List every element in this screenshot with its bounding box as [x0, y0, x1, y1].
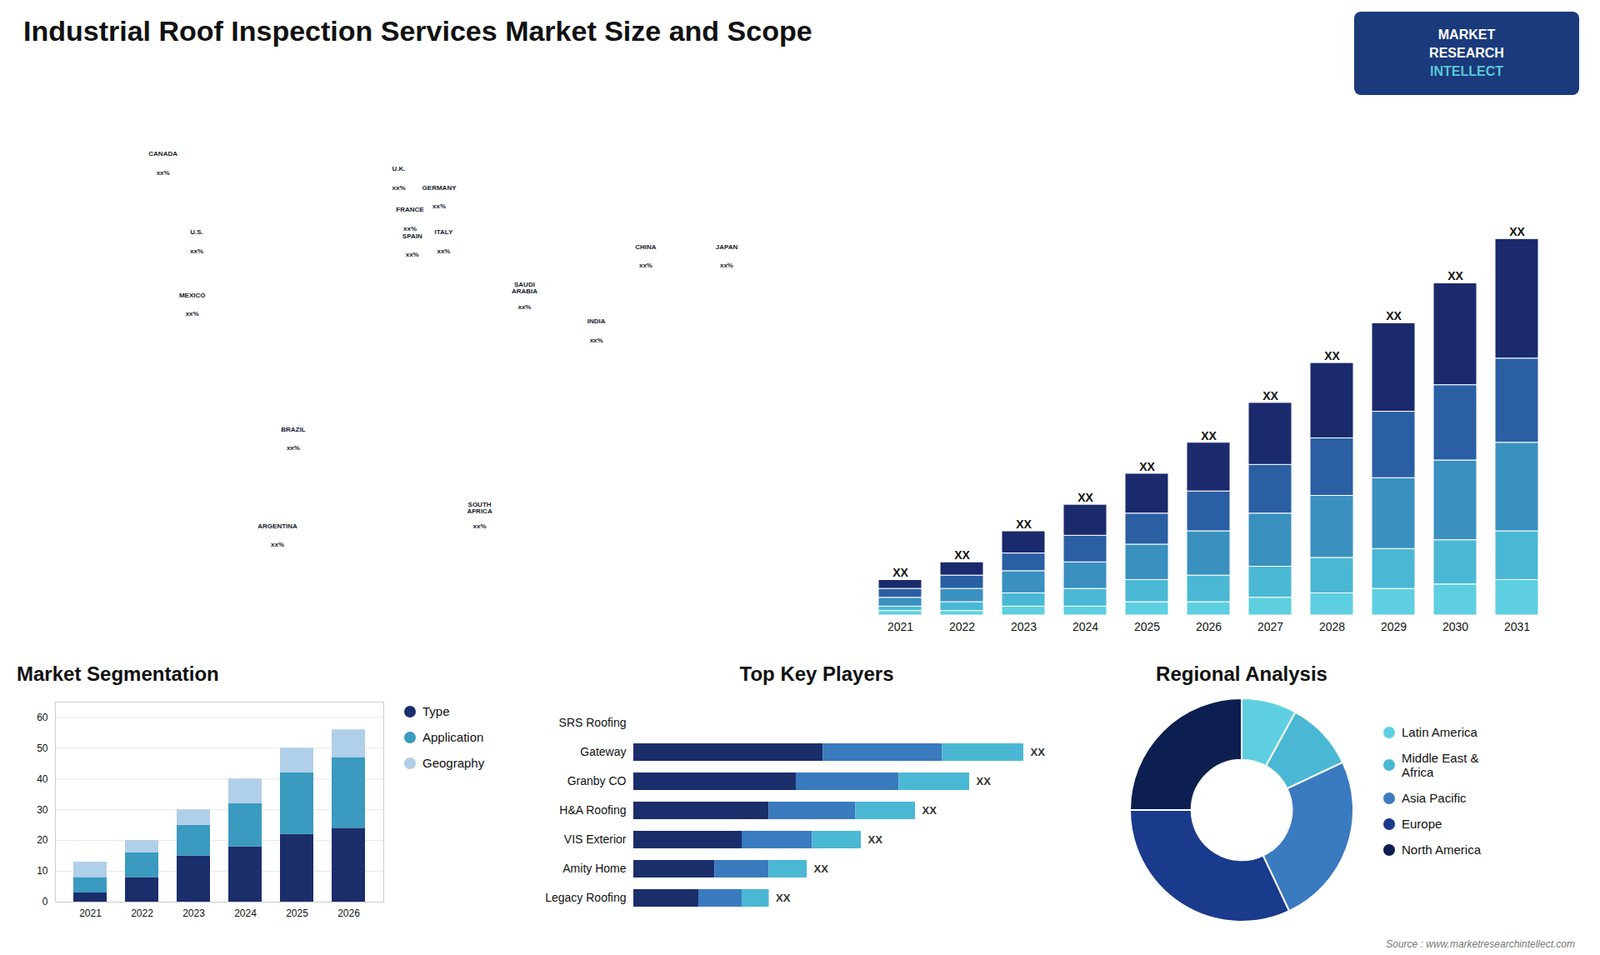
svg-text:XX: XX [1447, 269, 1464, 283]
svg-text:xx%: xx% [517, 303, 531, 311]
svg-text:BRAZIL: BRAZIL [280, 425, 305, 434]
svg-text:SPAIN: SPAIN [402, 232, 423, 240]
html-text:Asia Pacific: Asia Pacific [1401, 790, 1467, 805]
svg-text:XX: XX [954, 548, 970, 562]
svg-text:20: 20 [36, 834, 49, 846]
svg-text:XX: XX [892, 565, 909, 580]
html-text:INTELLECT: INTELLECT [1430, 64, 1504, 79]
svg-text:CANADA: CANADA [148, 150, 178, 158]
svg-text:2026: 2026 [337, 907, 360, 920]
svg-text:SOUTHAFRICA: SOUTHAFRICA [466, 500, 492, 515]
svg-text:Legacy Roofing: Legacy Roofing [545, 890, 626, 905]
svg-text:XX: XX [1509, 225, 1525, 239]
svg-text:xx%: xx% [720, 261, 734, 270]
svg-text:2026: 2026 [1195, 620, 1222, 634]
svg-text:xx%: xx% [392, 184, 406, 192]
svg-text:2029: 2029 [1380, 620, 1407, 634]
svg-text:CHINA: CHINA [635, 243, 657, 251]
html-text:Market Segmentation: Market Segmentation [16, 662, 219, 685]
svg-text:0: 0 [42, 895, 49, 908]
html-text:Application: Application [422, 730, 484, 745]
svg-text:ARGENTINA: ARGENTINA [257, 522, 298, 530]
svg-text:50: 50 [36, 742, 49, 755]
svg-text:2022: 2022 [130, 907, 154, 920]
svg-text:H&A Roofing: H&A Roofing [559, 803, 626, 817]
html-text:RESEARCH: RESEARCH [1429, 45, 1505, 60]
svg-text:GERMANY: GERMANY [422, 184, 458, 192]
svg-text:2021: 2021 [79, 907, 102, 920]
svg-text:Amity Home: Amity Home [562, 861, 626, 875]
svg-text:XX: XX [1015, 517, 1032, 531]
svg-text:XX: XX [1139, 460, 1155, 474]
svg-text:XX: XX [922, 804, 938, 817]
svg-text:xx%: xx% [590, 336, 604, 345]
svg-text:INDIA: INDIA [587, 317, 606, 325]
svg-text:xx%: xx% [639, 261, 653, 270]
svg-text:XX: XX [868, 833, 884, 846]
svg-text:60: 60 [36, 711, 49, 724]
svg-text:2024: 2024 [1072, 620, 1099, 634]
html-text:Top Key Players: Top Key Players [739, 662, 894, 685]
svg-text:30: 30 [36, 804, 49, 816]
svg-text:XX: XX [1077, 490, 1094, 505]
svg-text:U.K.: U.K. [392, 165, 406, 173]
svg-text:VIS Exterior: VIS Exterior [564, 832, 627, 846]
svg-text:2031: 2031 [1504, 620, 1530, 634]
svg-text:xx%: xx% [436, 247, 450, 255]
svg-text:SRS Roofing: SRS Roofing [559, 715, 627, 730]
html-text:MARKET: MARKET [1438, 27, 1496, 42]
svg-text:xx%: xx% [286, 444, 300, 452]
svg-text:xx%: xx% [185, 310, 200, 318]
svg-text:XX: XX [976, 775, 992, 788]
svg-text:2025: 2025 [1134, 620, 1160, 634]
html-text:Regional Analysis: Regional Analysis [1155, 662, 1328, 685]
html-text:Type: Type [422, 704, 450, 719]
svg-text:xx%: xx% [190, 247, 204, 255]
html-text:Industrial Roof Inspection Ser: Industrial Roof Inspection Services Mark… [23, 15, 813, 47]
svg-text:2022: 2022 [949, 620, 975, 634]
svg-text:Gateway: Gateway [580, 745, 626, 759]
svg-text:10: 10 [36, 865, 49, 877]
svg-text:U.S.: U.S. [190, 228, 204, 236]
html-text:Latin America: Latin America [1401, 725, 1478, 740]
svg-text:xx%: xx% [473, 522, 487, 530]
html-text:Europe: Europe [1401, 816, 1442, 831]
svg-text:XX: XX [1262, 389, 1279, 403]
svg-text:2023: 2023 [182, 907, 205, 920]
html-text:Geography: Geography [422, 755, 485, 770]
svg-text:2025: 2025 [285, 907, 309, 920]
html-text:Middle East & Africa: Middle East & Africa [1401, 750, 1479, 780]
svg-text:JAPAN: JAPAN [715, 243, 739, 251]
svg-text:2028: 2028 [1319, 620, 1345, 634]
svg-text:2024: 2024 [234, 907, 257, 920]
svg-text:2027: 2027 [1257, 620, 1284, 634]
html-text:North America: North America [1401, 842, 1481, 857]
svg-text:XX: XX [1200, 429, 1217, 443]
svg-text:XX: XX [814, 862, 830, 875]
svg-text:xx%: xx% [270, 540, 285, 549]
svg-text:2030: 2030 [1442, 620, 1469, 634]
svg-text:2023: 2023 [1010, 620, 1037, 634]
svg-text:SAUDIARABIA: SAUDIARABIA [511, 280, 538, 295]
html-text:Source : www.marketresearchint: Source : www.marketresearchintellect.com [1386, 938, 1575, 950]
svg-text:xx%: xx% [156, 169, 170, 177]
svg-text:ITALY: ITALY [435, 228, 454, 236]
svg-text:XX: XX [775, 891, 791, 905]
svg-text:2021: 2021 [887, 620, 914, 634]
svg-text:XX: XX [1385, 309, 1402, 323]
svg-text:xx%: xx% [405, 250, 420, 259]
svg-text:XX: XX [1030, 745, 1046, 759]
svg-text:40: 40 [36, 773, 49, 785]
svg-text:MEXICO: MEXICO [179, 291, 206, 300]
svg-text:xx%: xx% [403, 225, 417, 233]
svg-text:XX: XX [1324, 349, 1340, 363]
svg-text:Granby CO: Granby CO [567, 774, 627, 788]
svg-text:xx%: xx% [432, 202, 446, 210]
svg-text:FRANCE: FRANCE [395, 205, 425, 214]
